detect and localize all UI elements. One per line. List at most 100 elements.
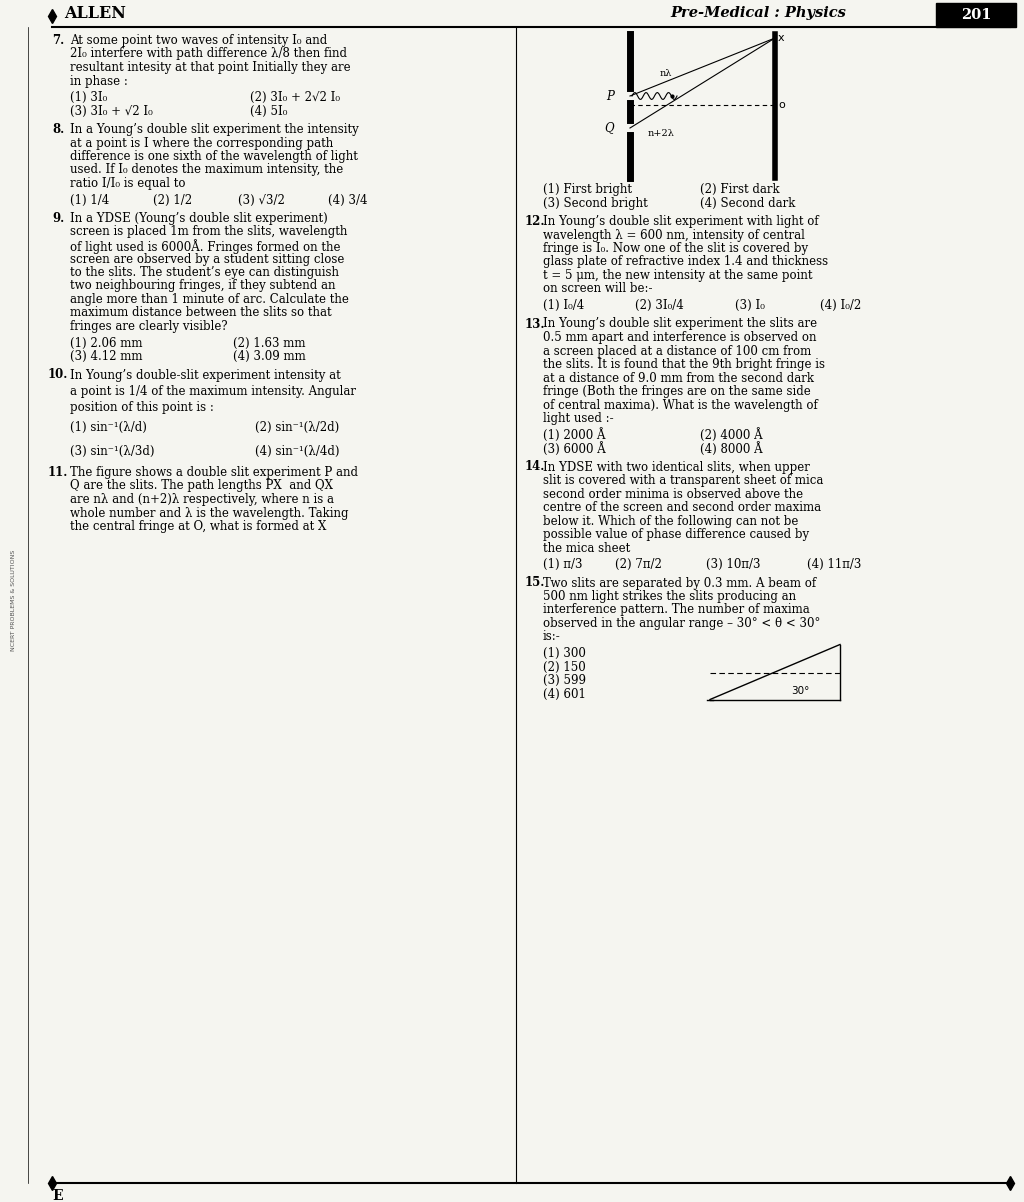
Text: whole number and λ is the wavelength. Taking: whole number and λ is the wavelength. Ta… (70, 506, 348, 519)
Text: (3) sin⁻¹(λ/3d): (3) sin⁻¹(λ/3d) (70, 445, 155, 458)
Text: 30°: 30° (791, 686, 809, 696)
Text: 14.: 14. (525, 460, 546, 474)
Text: angle more than 1 minute of arc. Calculate the: angle more than 1 minute of arc. Calcula… (70, 293, 349, 307)
Text: 0.5 mm apart and interference is observed on: 0.5 mm apart and interference is observe… (543, 331, 816, 344)
Text: In Young’s double slit experiment the slits are: In Young’s double slit experiment the sl… (543, 317, 817, 331)
Text: 15.: 15. (525, 577, 546, 589)
Text: (3) √3/2: (3) √3/2 (238, 194, 285, 207)
Text: n+2λ: n+2λ (648, 129, 675, 137)
Text: 500 nm light strikes the slits producing an: 500 nm light strikes the slits producing… (543, 590, 796, 603)
Text: (3) I₀: (3) I₀ (735, 299, 765, 313)
Text: below it. Which of the following can not be: below it. Which of the following can not… (543, 514, 799, 528)
Text: (1) 2.06 mm: (1) 2.06 mm (70, 337, 142, 350)
Text: t = 5 μm, the new intensity at the same point: t = 5 μm, the new intensity at the same … (543, 269, 812, 282)
Text: screen is placed 1m from the slits, wavelength: screen is placed 1m from the slits, wave… (70, 226, 347, 238)
Text: (2) 4000 Å: (2) 4000 Å (700, 428, 763, 442)
Text: centre of the screen and second order maxima: centre of the screen and second order ma… (543, 501, 821, 514)
Text: fringes are clearly visible?: fringes are clearly visible? (70, 320, 227, 333)
Text: (3) 4.12 mm: (3) 4.12 mm (70, 350, 142, 363)
Text: on screen will be:-: on screen will be:- (543, 282, 652, 296)
Text: (3) 6000 Å: (3) 6000 Å (543, 442, 606, 456)
Text: (1) 2000 Å: (1) 2000 Å (543, 428, 605, 442)
Text: 11.: 11. (48, 466, 69, 480)
Text: resultant intesity at that point Initially they are: resultant intesity at that point Initial… (70, 61, 350, 75)
Text: (2) 7π/2: (2) 7π/2 (615, 558, 662, 571)
Text: (2) 150: (2) 150 (543, 661, 586, 673)
Text: (3) Second bright: (3) Second bright (543, 196, 648, 209)
Text: (4) 8000 Å: (4) 8000 Å (700, 442, 763, 456)
Text: (3) 10π/3: (3) 10π/3 (706, 558, 761, 571)
Text: wavelength λ = 600 nm, intensity of central: wavelength λ = 600 nm, intensity of cent… (543, 228, 805, 242)
Bar (936, 2, 1016, 26)
Text: difference is one sixth of the wavelength of light: difference is one sixth of the wavelengt… (70, 150, 357, 163)
Text: (4) 11π/3: (4) 11π/3 (807, 558, 861, 571)
Text: screen are observed by a student sitting close: screen are observed by a student sitting… (70, 252, 344, 266)
Text: (2) 1.63 mm: (2) 1.63 mm (233, 337, 305, 350)
Text: (1) π/3: (1) π/3 (543, 558, 583, 571)
Text: second order minima is observed above the: second order minima is observed above th… (543, 488, 803, 500)
Text: At some point two waves of intensity I₀ and: At some point two waves of intensity I₀ … (70, 34, 328, 47)
Text: (3) 3I₀ + √2 I₀: (3) 3I₀ + √2 I₀ (70, 105, 153, 118)
Text: possible value of phase difference caused by: possible value of phase difference cause… (543, 528, 809, 541)
Text: fringe is I₀. Now one of the slit is covered by: fringe is I₀. Now one of the slit is cov… (543, 242, 808, 255)
Text: 2I₀ interfere with path difference λ/8 then find: 2I₀ interfere with path difference λ/8 t… (70, 48, 347, 60)
Text: (1) 300: (1) 300 (543, 647, 586, 660)
Text: observed in the angular range – 30° < θ < 30°: observed in the angular range – 30° < θ … (543, 617, 820, 630)
Text: (4) I₀/2: (4) I₀/2 (820, 299, 861, 313)
Text: In a YDSE (Young’s double slit experiment): In a YDSE (Young’s double slit experimen… (70, 212, 328, 225)
Text: (2) First dark: (2) First dark (700, 183, 779, 196)
Text: In Young’s double-slit experiment intensity at: In Young’s double-slit experiment intens… (70, 369, 341, 381)
Text: at a point is I where the corresponding path: at a point is I where the corresponding … (70, 137, 333, 149)
Text: a point is 1/4 of the maximum intensity. Angular: a point is 1/4 of the maximum intensity.… (70, 385, 356, 398)
Text: a screen placed at a distance of 100 cm from: a screen placed at a distance of 100 cm … (543, 345, 811, 357)
Text: used. If I₀ denotes the maximum intensity, the: used. If I₀ denotes the maximum intensit… (70, 163, 343, 177)
Text: E: E (52, 1189, 62, 1202)
Text: the central fringe at O, what is formed at X: the central fringe at O, what is formed … (70, 520, 327, 532)
Text: Pre-Medical : Physics: Pre-Medical : Physics (670, 6, 846, 20)
Text: in phase :: in phase : (70, 75, 128, 88)
Text: (1) I₀/4: (1) I₀/4 (543, 299, 585, 313)
Text: (1) 3I₀: (1) 3I₀ (70, 91, 108, 105)
Text: (4) sin⁻¹(λ/4d): (4) sin⁻¹(λ/4d) (255, 445, 340, 458)
Text: glass plate of refractive index 1.4 and thickness: glass plate of refractive index 1.4 and … (543, 256, 828, 268)
Text: (1) sin⁻¹(λ/d): (1) sin⁻¹(λ/d) (70, 421, 146, 434)
Text: are nλ and (n+2)λ respectively, where n is a: are nλ and (n+2)λ respectively, where n … (70, 493, 334, 506)
Text: light used :-: light used :- (543, 412, 613, 426)
Text: position of this point is :: position of this point is : (70, 401, 214, 415)
Text: is:-: is:- (543, 631, 561, 643)
Text: In a Young’s double slit experiment the intensity: In a Young’s double slit experiment the … (70, 123, 358, 136)
Text: 7.: 7. (52, 34, 65, 47)
Text: ratio I/I₀ is equal to: ratio I/I₀ is equal to (70, 177, 185, 190)
Text: slit is covered with a transparent sheet of mica: slit is covered with a transparent sheet… (543, 474, 823, 487)
Text: P: P (606, 89, 614, 102)
Text: (2) sin⁻¹(λ/2d): (2) sin⁻¹(λ/2d) (255, 421, 339, 434)
Text: of central maxima). What is the wavelength of: of central maxima). What is the waveleng… (543, 399, 818, 411)
Text: 12.: 12. (525, 215, 546, 228)
Text: (4) 3/4: (4) 3/4 (328, 194, 368, 207)
Text: (2) 3I₀ + 2√2 I₀: (2) 3I₀ + 2√2 I₀ (250, 91, 340, 105)
Text: Two slits are separated by 0.3 mm. A beam of: Two slits are separated by 0.3 mm. A bea… (543, 577, 816, 589)
Text: ALLEN: ALLEN (63, 5, 126, 22)
Text: x: x (778, 32, 784, 43)
Text: maximum distance between the slits so that: maximum distance between the slits so th… (70, 307, 332, 320)
Text: the slits. It is found that the 9th bright fringe is: the slits. It is found that the 9th brig… (543, 358, 825, 371)
Text: 10.: 10. (48, 369, 69, 381)
Text: NCERT PROBLEMS & SOLUTIONS: NCERT PROBLEMS & SOLUTIONS (11, 549, 16, 650)
Text: fringe (Both the fringes are on the same side: fringe (Both the fringes are on the same… (543, 385, 811, 398)
Text: interference pattern. The number of maxima: interference pattern. The number of maxi… (543, 603, 810, 617)
Text: the mica sheet: the mica sheet (543, 541, 630, 554)
Text: (4) 3.09 mm: (4) 3.09 mm (233, 350, 306, 363)
Text: The figure shows a double slit experiment P and: The figure shows a double slit experimen… (70, 466, 358, 480)
Text: (4) Second dark: (4) Second dark (700, 196, 796, 209)
Text: of light used is 6000Å. Fringes formed on the: of light used is 6000Å. Fringes formed o… (70, 239, 341, 254)
Text: (1) First bright: (1) First bright (543, 183, 632, 196)
Text: (4) 601: (4) 601 (543, 688, 586, 701)
Text: (2) 1/2: (2) 1/2 (153, 194, 193, 207)
Text: In Young’s double slit experiment with light of: In Young’s double slit experiment with l… (543, 215, 818, 228)
Text: two neighbouring fringes, if they subtend an: two neighbouring fringes, if they subten… (70, 280, 336, 292)
Text: (2) 3I₀/4: (2) 3I₀/4 (635, 299, 684, 313)
Text: Q are the slits. The path lengths PX  and QX: Q are the slits. The path lengths PX and… (70, 480, 333, 493)
Text: (3) 599: (3) 599 (543, 674, 586, 688)
Text: to the slits. The student’s eye can distinguish: to the slits. The student’s eye can dist… (70, 266, 339, 279)
Text: 8.: 8. (52, 123, 65, 136)
